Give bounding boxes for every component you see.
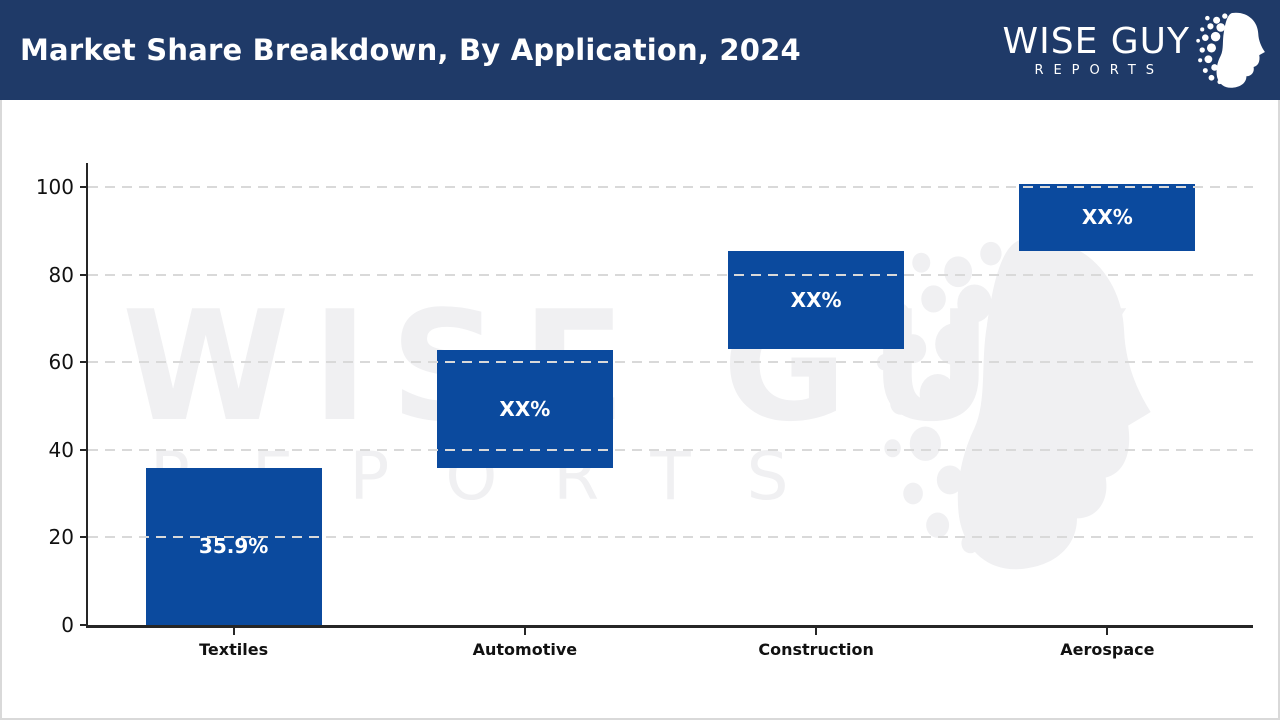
wiseguy-logo-line2: REPORTS bbox=[1034, 62, 1165, 78]
x-tick-mark bbox=[1106, 627, 1109, 635]
y-tick-label-20: 20 bbox=[48, 525, 74, 550]
y-tick-label-40: 40 bbox=[48, 437, 74, 462]
page-title: Market Share Breakdown, By Application, … bbox=[20, 33, 801, 67]
x-axis-spine bbox=[86, 625, 1253, 628]
x-tick-mark bbox=[815, 627, 818, 635]
gridline-20 bbox=[88, 536, 1253, 539]
x-tick-mark bbox=[523, 627, 526, 635]
y-tick-mark bbox=[80, 536, 88, 539]
wiseguy-logo-text: WISE GUY REPORTS bbox=[1002, 20, 1191, 78]
x-axis-label-automotive: Automotive bbox=[472, 640, 578, 659]
wiseguy-logo-line1: WISE GUY bbox=[1002, 20, 1190, 62]
y-tick-label-100: 100 bbox=[35, 175, 74, 199]
x-axis-label-construction: Construction bbox=[758, 640, 874, 659]
watermark-wordmark: WISE GUY bbox=[122, 278, 1147, 455]
bar-textiles: 35.9% bbox=[145, 467, 322, 625]
bar-value-label: XX% bbox=[790, 287, 842, 312]
y-tick-mark bbox=[80, 448, 88, 451]
bar-value-label: XX% bbox=[499, 396, 551, 421]
gridline-60 bbox=[88, 361, 1253, 364]
wiseguy-logo: WISE GUY REPORTS bbox=[1003, 8, 1269, 92]
y-tick-mark bbox=[80, 186, 88, 188]
y-tick-label-60: 60 bbox=[48, 350, 74, 375]
bar-automotive: XX% bbox=[436, 349, 613, 468]
y-axis-spine bbox=[86, 163, 88, 627]
y-tick-mark bbox=[80, 273, 88, 276]
bar-value-label: XX% bbox=[1081, 205, 1133, 230]
y-tick-label-0: 0 bbox=[61, 613, 74, 637]
gridline-40 bbox=[88, 448, 1253, 451]
x-tick-mark bbox=[232, 627, 235, 635]
y-tick-label-80: 80 bbox=[48, 262, 74, 287]
bar-construction: XX% bbox=[728, 250, 905, 350]
y-tick-mark bbox=[80, 624, 88, 626]
bar-aerospace: XX% bbox=[1019, 183, 1196, 251]
gridline-100 bbox=[88, 186, 1253, 188]
y-tick-mark bbox=[80, 361, 88, 364]
x-axis-label-textiles: Textiles bbox=[199, 640, 269, 659]
x-axis-label-aerospace: Aerospace bbox=[1060, 640, 1155, 659]
header-bar: Market Share Breakdown, By Application, … bbox=[0, 0, 1280, 100]
gridline-80 bbox=[88, 273, 1253, 276]
